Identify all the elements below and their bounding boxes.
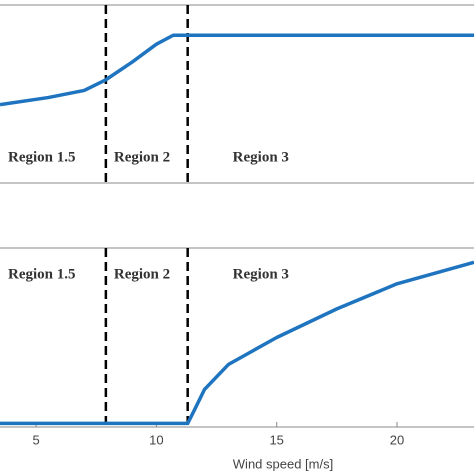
x-tick-label: 20 (390, 432, 404, 447)
data-line (0, 260, 474, 426)
region-label: Region 2 (114, 149, 170, 165)
x-tick-label: 15 (269, 432, 283, 447)
x-axis-label: Wind speed [m/s] (233, 456, 333, 471)
region-label: Region 1.5 (8, 149, 76, 165)
region-label: Region 3 (233, 149, 289, 165)
region-label: Region 1.5 (8, 266, 76, 282)
x-tick-label: 5 (32, 432, 39, 447)
x-tick-label: 10 (149, 432, 163, 447)
region-label: Region 3 (233, 266, 289, 282)
region-label: Region 2 (114, 266, 170, 282)
data-line (0, 33, 474, 107)
